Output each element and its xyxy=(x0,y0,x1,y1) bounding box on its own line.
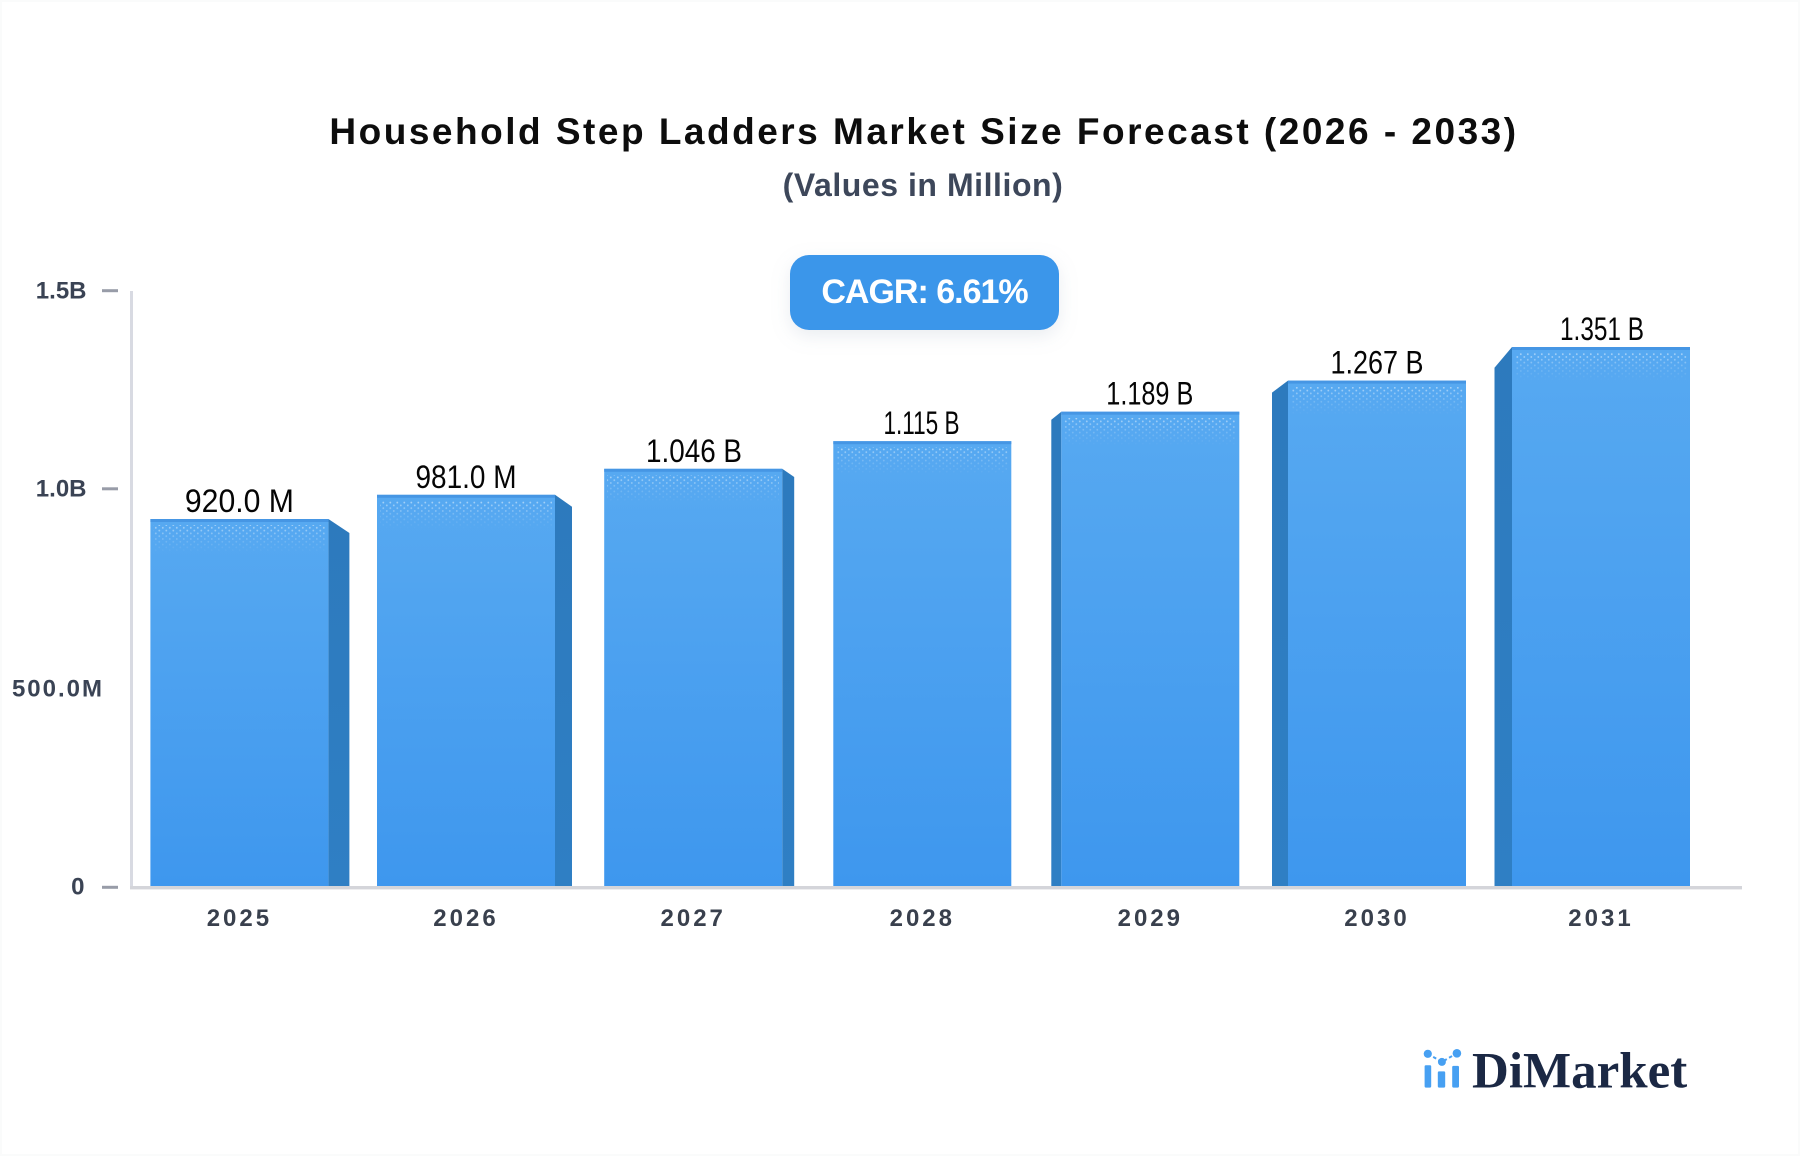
svg-text:2025: 2025 xyxy=(207,905,272,932)
svg-text:2027: 2027 xyxy=(661,905,726,932)
svg-text:981.0 M: 981.0 M xyxy=(416,459,517,495)
svg-text:(Values in Million): (Values in Million) xyxy=(783,167,1064,203)
svg-text:2031: 2031 xyxy=(1568,905,1633,932)
svg-text:1.267 B: 1.267 B xyxy=(1331,345,1424,381)
svg-text:1.189 B: 1.189 B xyxy=(1106,376,1193,412)
svg-text:1.115 B: 1.115 B xyxy=(884,405,960,441)
svg-text:0: 0 xyxy=(71,874,84,901)
svg-text:2029: 2029 xyxy=(1118,905,1183,932)
svg-text:1.0B: 1.0B xyxy=(36,476,87,503)
svg-text:CAGR: 6.61%: CAGR: 6.61% xyxy=(821,273,1028,311)
svg-text:2026: 2026 xyxy=(433,905,498,932)
svg-text:Household Step Ladders Market: Household Step Ladders Market Size Forec… xyxy=(329,111,1518,152)
svg-text:500.0M: 500.0M xyxy=(12,676,104,703)
svg-text:2028: 2028 xyxy=(890,905,955,932)
svg-text:1.5B: 1.5B xyxy=(36,277,87,304)
svg-text:1.351 B: 1.351 B xyxy=(1560,311,1644,347)
svg-text:1.046 B: 1.046 B xyxy=(646,433,742,469)
svg-text:2030: 2030 xyxy=(1344,905,1409,932)
svg-text:DiMarket: DiMarket xyxy=(1472,1044,1687,1100)
svg-text:920.0 M: 920.0 M xyxy=(185,483,294,519)
